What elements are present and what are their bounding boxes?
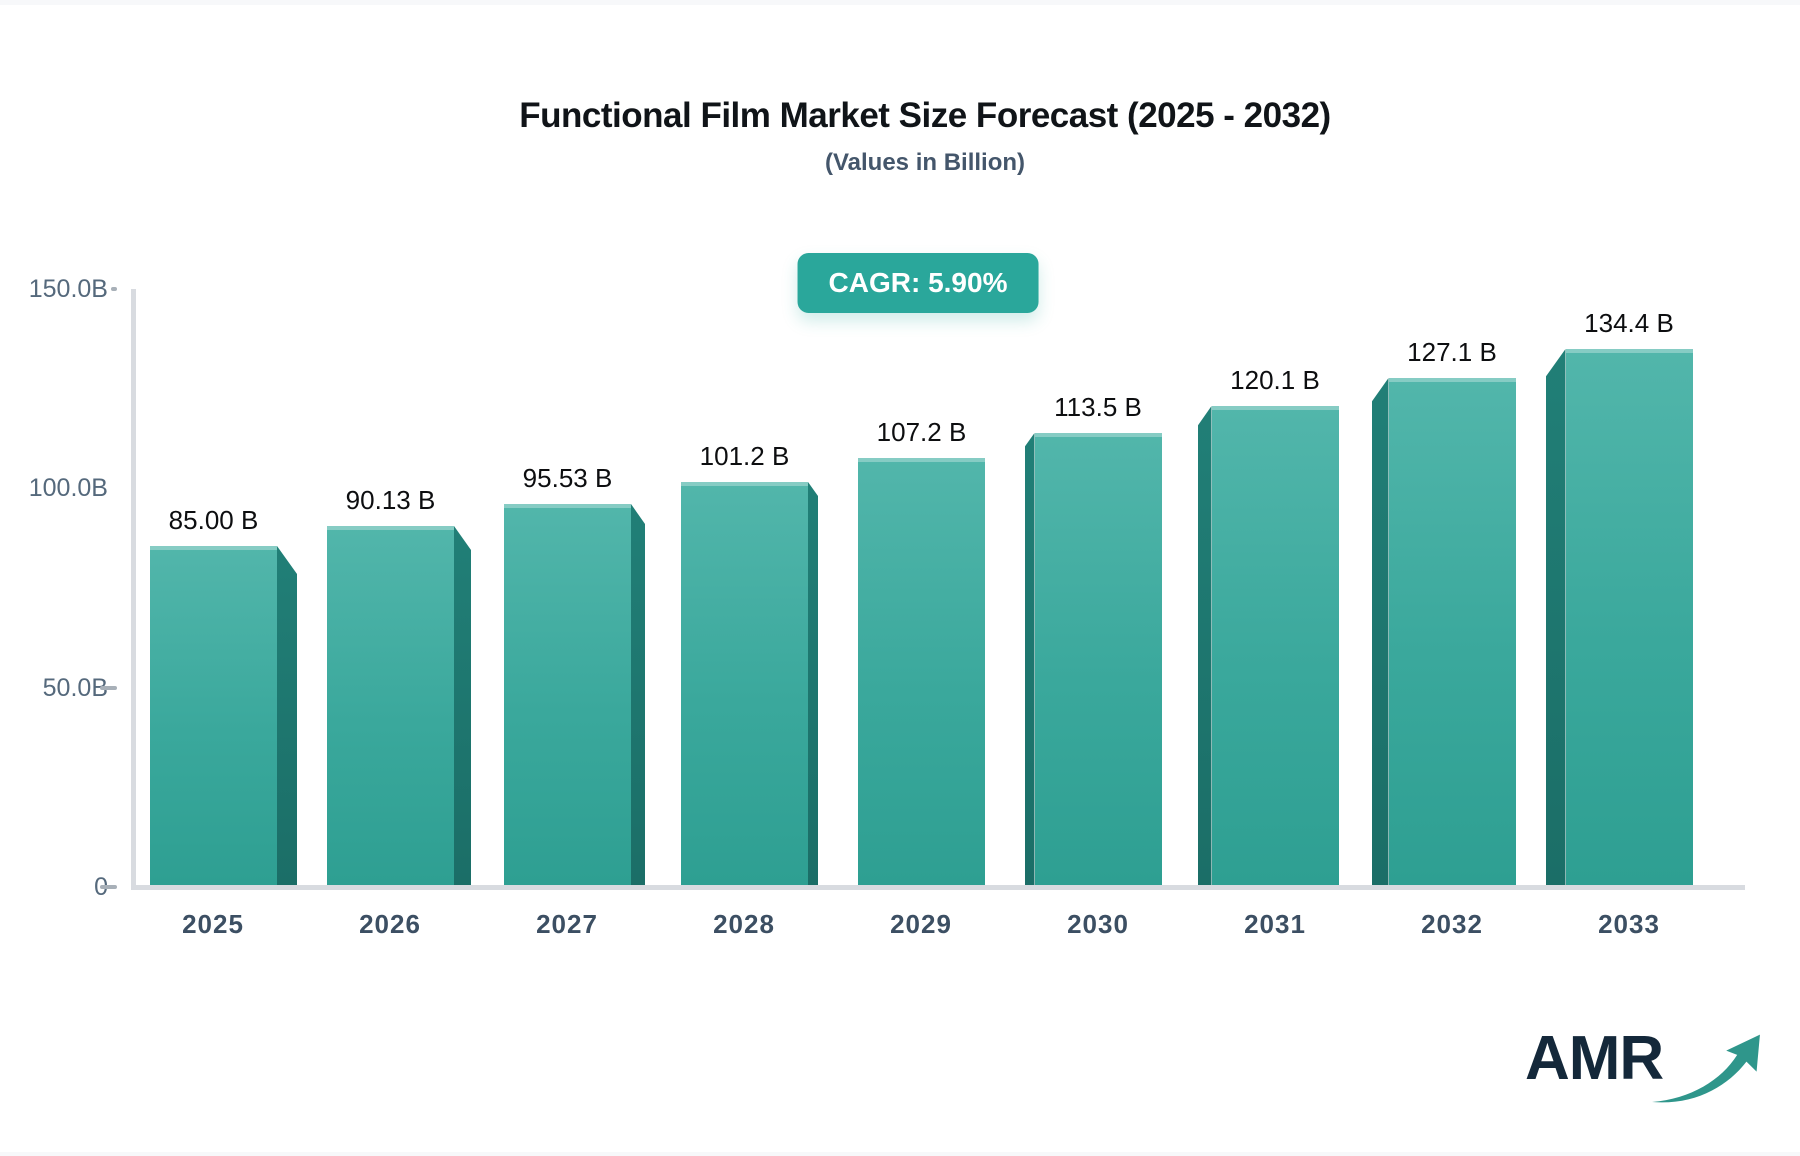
bar-value-label: 101.2 B [699, 441, 790, 471]
bar-side-3d [454, 526, 471, 885]
plot-area: 85.00 B 90.13 B 95.53 B 101.2 B 107.2 B 113.5… [133, 289, 1745, 887]
bar-side-3d [631, 504, 645, 885]
bar-value-label: 107.2 B [876, 417, 967, 447]
page-title: Functional Film Market Size Forecast (20… [519, 96, 1331, 135]
bar-2033: 134.4 B [1545, 308, 1693, 885]
y-axis-label: 100.0B [28, 474, 108, 503]
bar-2031: 120.1 B [1197, 365, 1339, 885]
y-axis-label: 150.0B [28, 275, 108, 303]
bar-value-label: 85.00 B [168, 505, 259, 535]
x-axis-label-2025: 2025 [182, 909, 244, 939]
bar-face [1388, 378, 1516, 885]
bar-value-label: 127.1 B [1407, 337, 1497, 367]
x-axis-label-2028: 2028 [713, 909, 775, 939]
amr-logo: AMR [1525, 1022, 1760, 1112]
bar-2028: 101.2 B [681, 441, 818, 885]
y-axis-label: 0 [18, 871, 108, 903]
bar-face [150, 546, 277, 885]
bar-side-3d [808, 482, 818, 885]
x-axis-label-2031: 2031 [1244, 909, 1306, 939]
bar-2025: 85.00 B [150, 505, 297, 885]
bar-side-3d [1371, 378, 1389, 885]
bar-2029: 107.2 B [858, 417, 985, 885]
bar-face [1211, 406, 1339, 885]
y-axis-label: 50.0B [42, 673, 108, 702]
cagr-badge: CAGR: 5.90% [797, 253, 1039, 313]
bar-side-3d [1197, 406, 1212, 885]
y-axis-tick [100, 885, 117, 889]
y-axis-line [131, 289, 136, 889]
bar-face [327, 526, 454, 885]
bar-face [681, 482, 808, 885]
page-subtitle: (Values in Billion) [824, 149, 1026, 176]
x-axis-label-2033: 2033 [1598, 909, 1660, 939]
bar-value-label: 95.53 B [522, 463, 613, 493]
bar-side-3d [1545, 349, 1566, 885]
amr-logo-text: AMR [1525, 1024, 1664, 1093]
bar-value-label: 113.5 B [1054, 392, 1142, 422]
bar-side-3d [1024, 433, 1035, 885]
top-hairline [0, 0, 1800, 5]
bar-face [858, 458, 985, 885]
bar-2027: 95.53 B [504, 463, 645, 885]
bar-value-label: 134.4 B [1584, 308, 1674, 338]
bar-chart: 85.00 B 90.13 B 95.53 B 101.2 B 107.2 B 113.5… [0, 275, 1800, 939]
bar-2030: 113.5 B [1024, 392, 1162, 885]
bar-face [504, 504, 631, 885]
x-axis-label-2027: 2027 [536, 909, 598, 939]
x-axis-baseline [131, 885, 1745, 890]
bar-2026: 90.13 B [327, 485, 471, 885]
x-axis-label-2026: 2026 [359, 909, 421, 939]
y-axis-tick [100, 685, 117, 690]
growth-arrow-icon [1652, 1034, 1760, 1103]
bottom-hairline [0, 1152, 1800, 1156]
bar-face [1565, 349, 1693, 885]
bar-face [1034, 433, 1162, 885]
bar-2032: 127.1 B [1371, 337, 1516, 885]
bar-value-label: 120.1 B [1230, 365, 1320, 395]
bar-value-label: 90.13 B [345, 485, 436, 515]
x-axis-label-2030: 2030 [1067, 909, 1129, 939]
y-axis-tick [111, 287, 117, 291]
x-axis-label-2029: 2029 [890, 909, 952, 939]
x-axis-label-2032: 2032 [1421, 909, 1483, 939]
bar-side-3d [277, 546, 297, 885]
